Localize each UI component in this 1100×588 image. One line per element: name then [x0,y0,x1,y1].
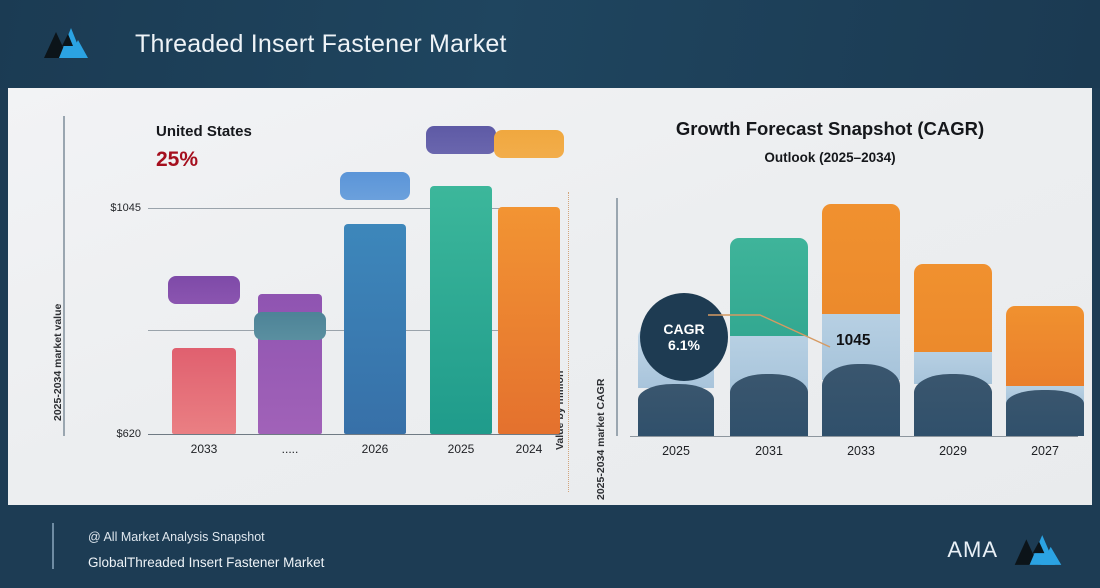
xlabel-2025: 2025 [447,442,475,456]
xlabel-r-2027: 2027 [1031,444,1059,458]
segment-base-2033 [822,364,900,436]
bar-cap-2026[interactable] [340,172,410,200]
footer-source-line: @ All Market Analysis Snapshot [88,530,265,544]
footer-subject-line: GlobalThreaded Insert Fastener Market [88,555,325,570]
cagr-badge[interactable]: CAGR 6.1% [640,293,728,381]
xlabel-ellipsis: ..... [281,442,299,456]
xlabel-2033: 2033 [190,442,218,456]
right-baseline [630,436,1078,437]
header-bar: Threaded Insert Fastener Market [0,0,1100,88]
segment-base-2031 [730,374,808,436]
bar-cap-2033[interactable] [168,276,240,304]
right-chart-panel: Growth Forecast Snapshot (CAGR) Outlook … [568,88,1092,505]
stacked-bar-2031[interactable] [730,238,808,436]
left-baseline [148,434,560,435]
right-chart-title: Growth Forecast Snapshot (CAGR) [675,118,985,139]
footer-bar: @ All Market Analysis Snapshot GlobalThr… [0,505,1100,588]
left-chart-panel: 2025-2034 market value United States 25%… [28,88,568,505]
footer-brand-text: AMA [947,537,998,562]
footer-brand: AMA [947,532,1066,568]
xlabel-r-2031: 2031 [755,444,783,458]
xlabel-2024: 2024 [515,442,543,456]
left-y-axis-label: 2025-2034 market value [52,303,64,421]
xlabel-r-2025: 2025 [662,444,690,458]
bar-cap-ellipsis[interactable] [254,312,326,340]
right-y-axis-line [616,198,618,436]
xlabel-r-2029: 2029 [939,444,967,458]
right-y-axis-label: 2025-2034 market CAGR [595,378,607,500]
panel-divider [568,192,569,492]
left-y-axis-line [63,116,65,436]
share-percent: 25% [156,148,199,171]
stacked-bar-2027[interactable] [1006,306,1084,436]
page-title: Threaded Insert Fastener Market [135,29,507,58]
bar-2024[interactable] [498,207,560,434]
xlabel-2026: 2026 [361,442,389,456]
left-ytick-top: $1045 [110,202,141,214]
left-ytick-bottom: $620 [116,428,141,440]
bar-cap-2024[interactable] [494,130,564,158]
country-label: United States [156,123,252,140]
content-board: 2025-2034 market value United States 25%… [8,88,1092,505]
gridline-1045 [148,208,548,209]
ama-mountain-logo-icon [1014,535,1062,565]
ama-mountain-logo-icon [44,28,88,58]
xlabel-r-2033: 2033 [847,444,875,458]
cagr-badge-value: 6.1% [668,337,700,353]
cagr-badge-title: CAGR [663,320,705,337]
bar-2033[interactable] [172,348,236,434]
bar-2025[interactable] [430,186,492,434]
segment-base-2027 [1006,390,1084,436]
right-plot-area: 2025 2031 2033 [630,198,1084,458]
segment-base-2025 [638,384,714,436]
callout-leader-line [708,314,831,348]
callout-value-label: 1045 [836,332,871,349]
stacked-bar-2033[interactable] [822,204,900,436]
stacked-bar-2029[interactable] [914,264,992,436]
right-chart-subtitle: Outlook (2025–2034) [764,150,896,165]
segment-base-2029 [914,374,992,436]
left-plot-area: 2033 ..... 2026 2025 2024 [148,116,564,456]
bar-2026[interactable] [344,224,406,434]
bar-cap-2025[interactable] [426,126,496,154]
segment-top-2027 [1006,306,1084,386]
segment-top-2033 [822,204,900,314]
segment-top-2029 [914,264,992,352]
footer-accent-rule [52,523,54,569]
